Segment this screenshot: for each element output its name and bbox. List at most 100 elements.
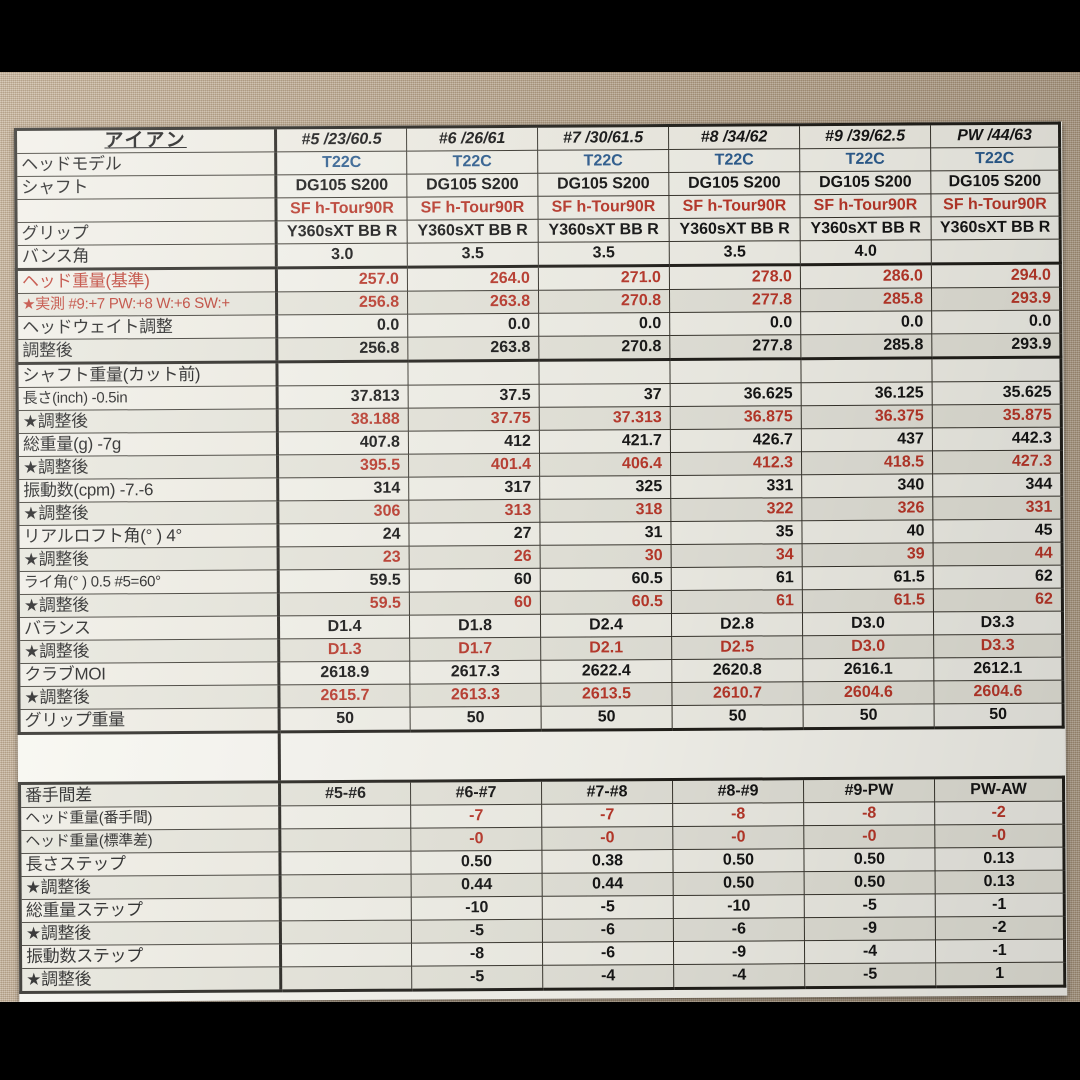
data-cell: 263.8 xyxy=(407,290,539,315)
steps-data-cell: -5 xyxy=(411,964,543,990)
steps-data-cell: 0.50 xyxy=(672,848,805,872)
data-cell: 36.625 xyxy=(670,382,802,407)
data-cell: T22C xyxy=(799,147,931,172)
steps-data-cell: -9 xyxy=(804,916,936,941)
spacer-cell xyxy=(19,731,280,782)
data-cell: D3.0 xyxy=(802,611,934,636)
data-cell: 4.0 xyxy=(800,239,932,265)
column-header-3: #7 /30/61.5 xyxy=(537,125,669,151)
data-cell: 2617.3 xyxy=(409,660,541,685)
steps-data-cell: 0.50 xyxy=(803,847,936,872)
data-cell: 326 xyxy=(801,496,933,521)
data-cell: 3.5 xyxy=(538,241,670,267)
data-cell: 0.0 xyxy=(800,310,932,335)
data-cell: 263.8 xyxy=(407,336,539,362)
data-cell: 277.8 xyxy=(669,334,801,360)
data-cell: 270.8 xyxy=(538,335,670,361)
data-cell: 61.5 xyxy=(802,588,934,613)
data-cell: Y360sXT BB R xyxy=(800,216,932,241)
data-cell: 277.8 xyxy=(669,288,801,313)
row-label: ヘッド重量(基準) xyxy=(16,267,277,294)
data-cell: D1.8 xyxy=(409,614,541,639)
data-cell: D3.0 xyxy=(802,634,934,659)
data-cell: D1.4 xyxy=(278,615,410,639)
data-cell: 293.9 xyxy=(931,287,1061,311)
data-cell: SF h-Tour90R xyxy=(799,193,932,218)
data-cell: SF h-Tour90R xyxy=(275,197,408,221)
row-label: 長さ(inch) -0.5in xyxy=(17,385,278,411)
data-cell: 30 xyxy=(540,544,672,569)
data-cell: 322 xyxy=(670,497,802,522)
data-cell: 62 xyxy=(933,565,1063,589)
steps-data-cell xyxy=(279,827,411,852)
steps-row-label: 総重量ステップ xyxy=(20,897,281,922)
data-cell: 426.7 xyxy=(670,428,802,453)
data-cell: 340 xyxy=(801,473,933,498)
row-label: シャフト xyxy=(15,174,276,200)
data-cell: 50 xyxy=(803,703,935,729)
iron-spec-table: アイアン #5 /23/60.5 #6 /26/61 #7 /30/61.5 #8 /3… xyxy=(14,122,1065,782)
data-cell: 50 xyxy=(541,705,673,731)
data-cell: 2604.6 xyxy=(802,680,935,705)
column-header-6: PW /44/63 xyxy=(930,123,1060,148)
data-cell: 264.0 xyxy=(407,266,539,292)
data-cell: 40 xyxy=(801,519,934,544)
data-cell: 256.8 xyxy=(276,337,408,362)
data-cell: 0.0 xyxy=(407,313,539,338)
steps-data-cell: 0.44 xyxy=(411,872,543,897)
data-cell: 2604.6 xyxy=(933,680,1064,704)
steps-row-label: ★調整後 xyxy=(20,920,281,945)
steps-row-label: ヘッド重量(番手間) xyxy=(19,805,280,830)
data-cell: 285.8 xyxy=(800,287,932,312)
data-cell: 418.5 xyxy=(801,450,933,475)
steps-data-cell: -4 xyxy=(673,963,805,988)
row-label: バンス角 xyxy=(16,243,277,270)
data-cell: 34 xyxy=(671,543,803,568)
data-cell: SF h-Tour90R xyxy=(668,194,801,219)
data-cell: 317 xyxy=(408,476,540,501)
data-cell: 24 xyxy=(277,523,410,547)
data-cell: 62 xyxy=(933,588,1063,612)
data-cell: 293.9 xyxy=(931,333,1061,358)
steps-row-label: ヘッド重量(標準差) xyxy=(19,828,280,853)
data-cell: 39 xyxy=(802,542,934,567)
data-cell: 3.0 xyxy=(276,243,408,268)
data-cell: 271.0 xyxy=(538,265,670,291)
row-label: 総重量(g) -7g xyxy=(17,431,278,457)
data-cell: 286.0 xyxy=(800,263,932,289)
steps-column-header-5: #9-PW xyxy=(803,777,935,803)
data-cell xyxy=(931,239,1061,264)
data-cell: 325 xyxy=(539,475,671,500)
steps-data-cell: 0.50 xyxy=(410,849,543,874)
data-cell: DG105 S200 xyxy=(537,172,669,197)
row-label: クラブMOI xyxy=(18,661,279,687)
row-label: ★調整後 xyxy=(17,500,278,526)
steps-data-cell: -0 xyxy=(672,825,804,849)
row-label: シャフト重量(カット前) xyxy=(16,361,278,388)
data-cell: 344 xyxy=(932,473,1062,497)
data-cell: 36.875 xyxy=(670,405,802,430)
data-cell: T22C xyxy=(275,151,407,175)
steps-data-cell: -9 xyxy=(673,940,805,964)
data-cell: 59.5 xyxy=(278,569,410,593)
data-cell: 313 xyxy=(408,499,540,524)
steps-column-header-2: #6-#7 xyxy=(410,779,542,805)
data-cell: 331 xyxy=(670,474,802,499)
data-cell: 23 xyxy=(278,546,410,570)
data-cell: 2612.1 xyxy=(933,657,1063,681)
data-cell: D2.4 xyxy=(540,613,672,638)
data-cell: 27 xyxy=(408,522,541,547)
data-cell: 61.5 xyxy=(802,565,934,590)
steps-data-cell: -4 xyxy=(542,963,674,989)
data-cell: 26 xyxy=(409,545,541,570)
data-cell: 401.4 xyxy=(408,453,540,478)
data-cell: 44 xyxy=(933,542,1063,566)
data-cell: DG105 S200 xyxy=(275,174,407,198)
data-cell: 50 xyxy=(279,707,411,732)
data-cell: 306 xyxy=(277,500,409,524)
row-label: 調整後 xyxy=(16,337,277,364)
data-cell: 36.375 xyxy=(801,404,933,429)
steps-data-cell: -2 xyxy=(935,915,1065,940)
data-cell: 50 xyxy=(672,704,804,730)
